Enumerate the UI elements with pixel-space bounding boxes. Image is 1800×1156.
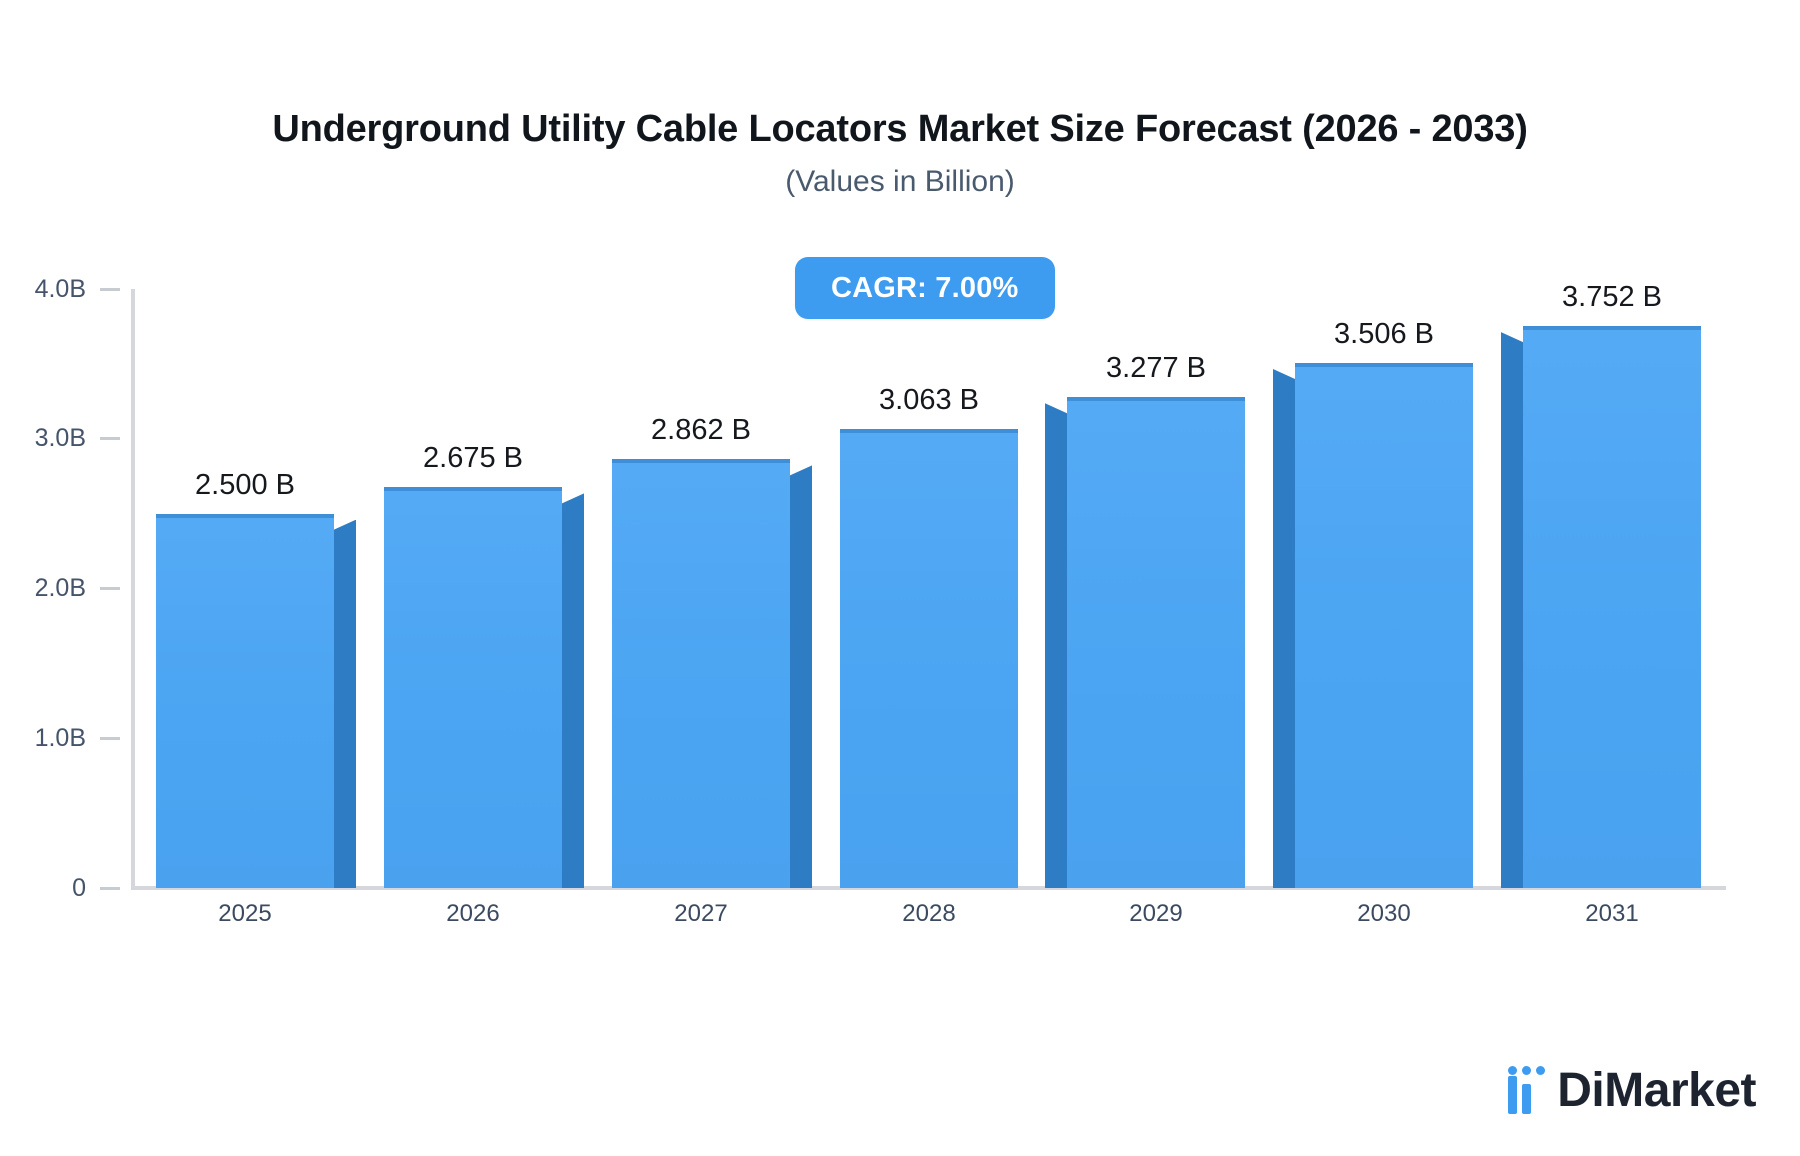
bar[interactable]: 3.277 B [1045, 352, 1245, 888]
bar-side-face [1273, 368, 1295, 888]
bar-value-label: 2.675 B [423, 442, 523, 475]
bar-value-label: 3.752 B [1562, 281, 1662, 314]
x-axis-line [131, 886, 1726, 890]
bar-front-face [1067, 397, 1245, 888]
bar-front-face [840, 429, 1018, 888]
y-axis-tick-mark [100, 437, 120, 441]
y-axis-tick-label: 2.0B [34, 574, 86, 602]
x-axis-tick-label: 2029 [1129, 900, 1183, 927]
bar-front-face [1523, 326, 1701, 888]
bar-top-edge [1295, 362, 1473, 367]
page-title: Underground Utility Cable Locators Marke… [272, 108, 1528, 150]
y-axis-tick: 0 [0, 873, 131, 902]
x-axis-tick-label: 2027 [674, 900, 728, 927]
bar-front-face [1295, 362, 1473, 888]
bar-front-face [384, 487, 562, 888]
bar-value-label: 3.063 B [879, 384, 979, 417]
chart-subtitle: (Values in Billion) [785, 165, 1015, 198]
bar-side-face [790, 465, 812, 888]
bar-top-edge [840, 429, 1018, 434]
y-axis-tick-label: 1.0B [34, 723, 86, 752]
bar-value-label: 3.506 B [1334, 317, 1434, 350]
y-axis-tick-mark [100, 886, 120, 890]
y-axis-tick: 4.0B [0, 274, 131, 303]
bar-value-label: 2.862 B [651, 414, 751, 447]
bar-top-edge [1523, 326, 1701, 331]
bar[interactable]: 3.063 B [840, 384, 1018, 888]
bar-top-edge [1067, 397, 1245, 402]
x-axis-tick-label: 2030 [1357, 900, 1411, 927]
bar-value-label: 3.277 B [1106, 352, 1206, 385]
bar[interactable]: 3.506 B [1273, 318, 1473, 888]
bar[interactable]: 2.675 B [384, 442, 584, 888]
bar-top-edge [384, 487, 562, 492]
logo-text: DiMarket [1557, 1064, 1756, 1118]
y-axis-tick-label: 0 [72, 873, 86, 902]
y-axis-tick: 2.0B [0, 574, 131, 602]
x-axis-tick-label: 2026 [446, 900, 500, 927]
y-axis-tick-mark [100, 287, 120, 291]
y-axis-tick-label: 4.0B [34, 274, 86, 303]
y-axis-tick-mark [100, 587, 120, 590]
bar-value-label: 2.500 B [195, 468, 295, 501]
bar-front-face [612, 459, 790, 888]
y-axis-tick-mark [100, 736, 120, 740]
y-axis-tick: 1.0B [0, 723, 131, 752]
bar[interactable]: 2.500 B [156, 469, 356, 888]
x-axis-tick-label: 2025 [218, 900, 272, 927]
bar-top-edge [156, 513, 334, 518]
bar-side-face [562, 493, 584, 888]
y-axis-tick-label: 3.0B [34, 424, 86, 453]
bar-side-face [1501, 332, 1523, 888]
cagr-badge: CAGR: 7.00% [795, 257, 1055, 319]
brand-logo: DiMarket [1508, 1064, 1756, 1118]
bar-top-edge [612, 459, 790, 464]
x-axis-tick-label: 2028 [902, 900, 956, 927]
y-axis-line [131, 289, 135, 889]
bar[interactable]: 2.862 B [612, 414, 812, 888]
x-axis-tick-label: 2031 [1585, 900, 1639, 927]
bar-chart-icon [1508, 1066, 1546, 1114]
logo-dots-icon [1508, 1066, 1546, 1076]
bar[interactable]: 3.752 B [1501, 281, 1701, 888]
bar-side-face [1045, 403, 1067, 888]
bar-front-face [156, 513, 334, 888]
bar-side-face [334, 519, 356, 888]
y-axis-tick: 3.0B [0, 424, 131, 453]
